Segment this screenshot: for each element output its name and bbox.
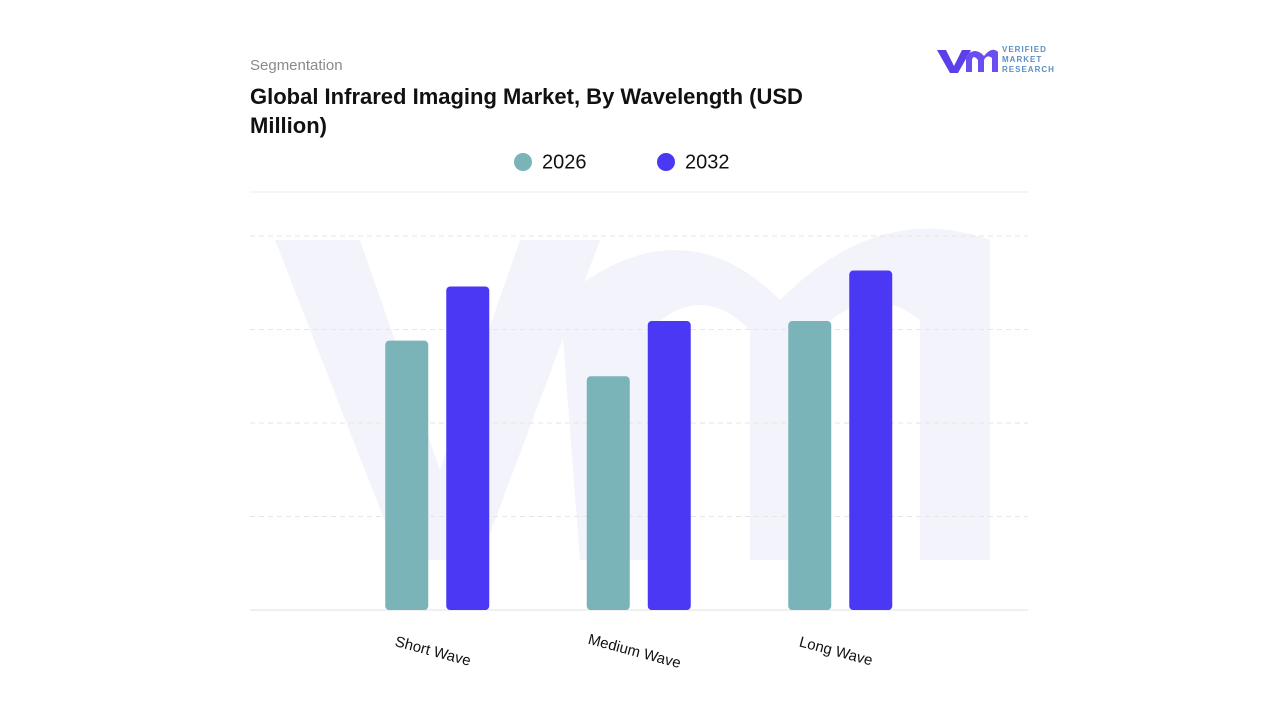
bar	[446, 286, 490, 610]
x-tick-label: Medium Wave	[586, 631, 682, 672]
legend-swatch	[657, 153, 675, 171]
chart-title: Global Infrared Imaging Market, By Wavel…	[250, 84, 803, 138]
logo-text: MARKET	[1002, 55, 1042, 64]
legend-label: 2032	[685, 151, 730, 173]
bar	[788, 321, 832, 610]
bar	[586, 376, 630, 610]
kicker: Segmentation	[250, 57, 343, 74]
logo: VERIFIED MARKET RESEARCH	[937, 45, 1055, 74]
watermark	[275, 228, 990, 561]
logo-text: VERIFIED	[1002, 45, 1047, 54]
bar	[647, 321, 691, 610]
logo-text: RESEARCH	[1002, 65, 1055, 74]
bar	[385, 340, 429, 610]
legend-label: 2026	[542, 151, 587, 173]
legend-swatch	[514, 153, 532, 171]
x-tick-label: Short Wave	[393, 633, 473, 670]
bar	[849, 270, 893, 610]
x-tick-label: Long Wave	[797, 634, 874, 670]
